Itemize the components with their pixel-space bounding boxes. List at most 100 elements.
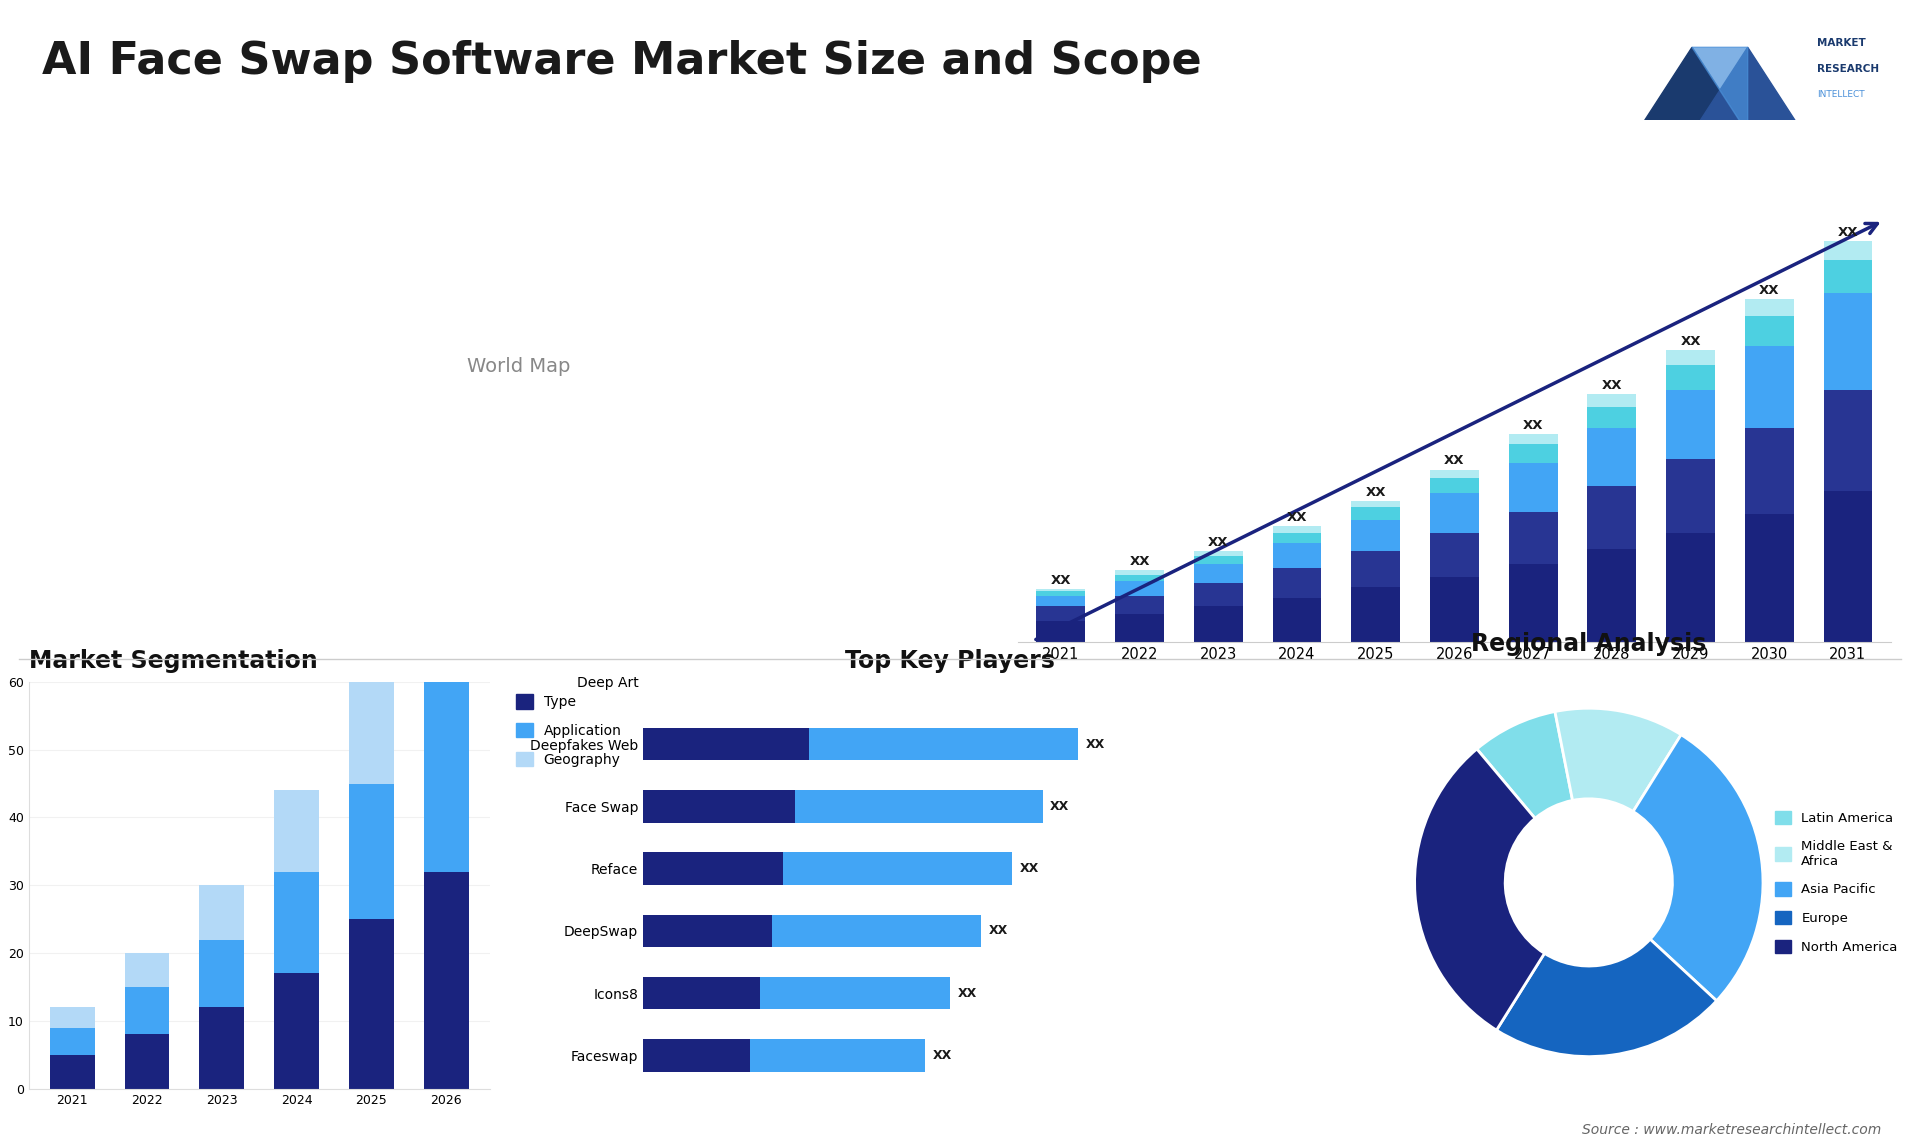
- Bar: [1745, 513, 1793, 642]
- Wedge shape: [1476, 712, 1572, 818]
- Bar: [50, 1007, 94, 1028]
- Bar: [1430, 478, 1478, 493]
- Bar: [1667, 364, 1715, 390]
- Text: XX: XX: [1020, 862, 1039, 876]
- Bar: [1667, 460, 1715, 533]
- Bar: [783, 853, 1012, 885]
- Bar: [1194, 583, 1242, 606]
- Bar: [1037, 589, 1085, 591]
- Bar: [1588, 407, 1636, 427]
- Text: XX: XX: [1129, 556, 1150, 568]
- Wedge shape: [1555, 708, 1682, 811]
- Text: XX: XX: [1208, 536, 1229, 549]
- Bar: [1588, 394, 1636, 407]
- Bar: [50, 1028, 94, 1054]
- Bar: [1824, 490, 1872, 642]
- Legend: Type, Application, Geography: Type, Application, Geography: [511, 689, 628, 772]
- Bar: [1588, 427, 1636, 486]
- Text: XX: XX: [1759, 284, 1780, 297]
- Bar: [808, 728, 1079, 760]
- Bar: [1745, 299, 1793, 316]
- Bar: [200, 1007, 244, 1089]
- Wedge shape: [1496, 940, 1716, 1057]
- Bar: [1116, 614, 1164, 642]
- Text: INTELLECT: INTELLECT: [1816, 91, 1864, 99]
- Bar: [1430, 533, 1478, 576]
- Text: XX: XX: [1523, 418, 1544, 432]
- Bar: [200, 940, 244, 1007]
- Bar: [275, 872, 319, 973]
- Bar: [1037, 596, 1085, 606]
- Text: World Map: World Map: [467, 358, 570, 376]
- Bar: [1509, 445, 1557, 463]
- Bar: [1116, 581, 1164, 596]
- Bar: [1116, 571, 1164, 574]
- Bar: [1194, 551, 1242, 556]
- Bar: [1588, 486, 1636, 549]
- Bar: [1588, 549, 1636, 642]
- Bar: [1273, 568, 1321, 598]
- Bar: [349, 668, 394, 784]
- Bar: [1745, 427, 1793, 513]
- Bar: [1273, 543, 1321, 568]
- Bar: [1352, 508, 1400, 520]
- Bar: [1273, 533, 1321, 543]
- Text: AI Face Swap Software Market Size and Scope: AI Face Swap Software Market Size and Sc…: [42, 40, 1202, 84]
- Bar: [1509, 564, 1557, 642]
- Bar: [1116, 574, 1164, 581]
- Bar: [643, 853, 783, 885]
- Bar: [1509, 511, 1557, 564]
- Text: Market Segmentation: Market Segmentation: [29, 649, 317, 673]
- Bar: [1116, 596, 1164, 614]
- Text: XX: XX: [933, 1049, 952, 1062]
- Bar: [643, 1039, 751, 1072]
- Bar: [1430, 470, 1478, 478]
- Bar: [1352, 501, 1400, 508]
- Bar: [275, 791, 319, 872]
- Bar: [1745, 316, 1793, 346]
- Wedge shape: [1415, 749, 1544, 1030]
- Bar: [1667, 350, 1715, 364]
- Text: MARKET: MARKET: [1816, 38, 1866, 48]
- Bar: [1824, 293, 1872, 390]
- Polygon shape: [1692, 47, 1747, 133]
- Bar: [1667, 533, 1715, 642]
- Text: XX: XX: [1680, 335, 1701, 347]
- Bar: [424, 682, 468, 872]
- Bar: [1430, 576, 1478, 642]
- Text: XX: XX: [1050, 800, 1069, 813]
- Text: XX: XX: [1444, 455, 1465, 468]
- Bar: [125, 1035, 169, 1089]
- Bar: [1352, 520, 1400, 551]
- Bar: [424, 872, 468, 1089]
- Bar: [275, 973, 319, 1089]
- Bar: [1037, 606, 1085, 621]
- Bar: [200, 885, 244, 940]
- Legend: Latin America, Middle East &
Africa, Asia Pacific, Europe, North America: Latin America, Middle East & Africa, Asi…: [1770, 806, 1903, 959]
- Bar: [643, 915, 772, 947]
- Bar: [1824, 241, 1872, 259]
- Bar: [1273, 598, 1321, 642]
- Bar: [1824, 259, 1872, 293]
- Title: Top Key Players: Top Key Players: [845, 649, 1056, 673]
- Bar: [1824, 390, 1872, 490]
- Text: XX: XX: [1050, 574, 1071, 587]
- Text: XX: XX: [958, 987, 977, 999]
- Bar: [643, 728, 808, 760]
- Text: XX: XX: [1087, 738, 1106, 751]
- Bar: [1273, 526, 1321, 533]
- Bar: [50, 1054, 94, 1089]
- Text: XX: XX: [1601, 379, 1622, 392]
- Bar: [1194, 556, 1242, 564]
- Text: RESEARCH: RESEARCH: [1816, 64, 1880, 73]
- Bar: [643, 791, 795, 823]
- Text: XX: XX: [1365, 486, 1386, 499]
- Bar: [1194, 606, 1242, 642]
- Bar: [1352, 551, 1400, 587]
- Bar: [1509, 434, 1557, 445]
- Bar: [125, 953, 169, 987]
- Polygon shape: [1692, 47, 1803, 133]
- Text: XX: XX: [989, 925, 1008, 937]
- Text: XX: XX: [1837, 226, 1859, 238]
- Bar: [349, 784, 394, 919]
